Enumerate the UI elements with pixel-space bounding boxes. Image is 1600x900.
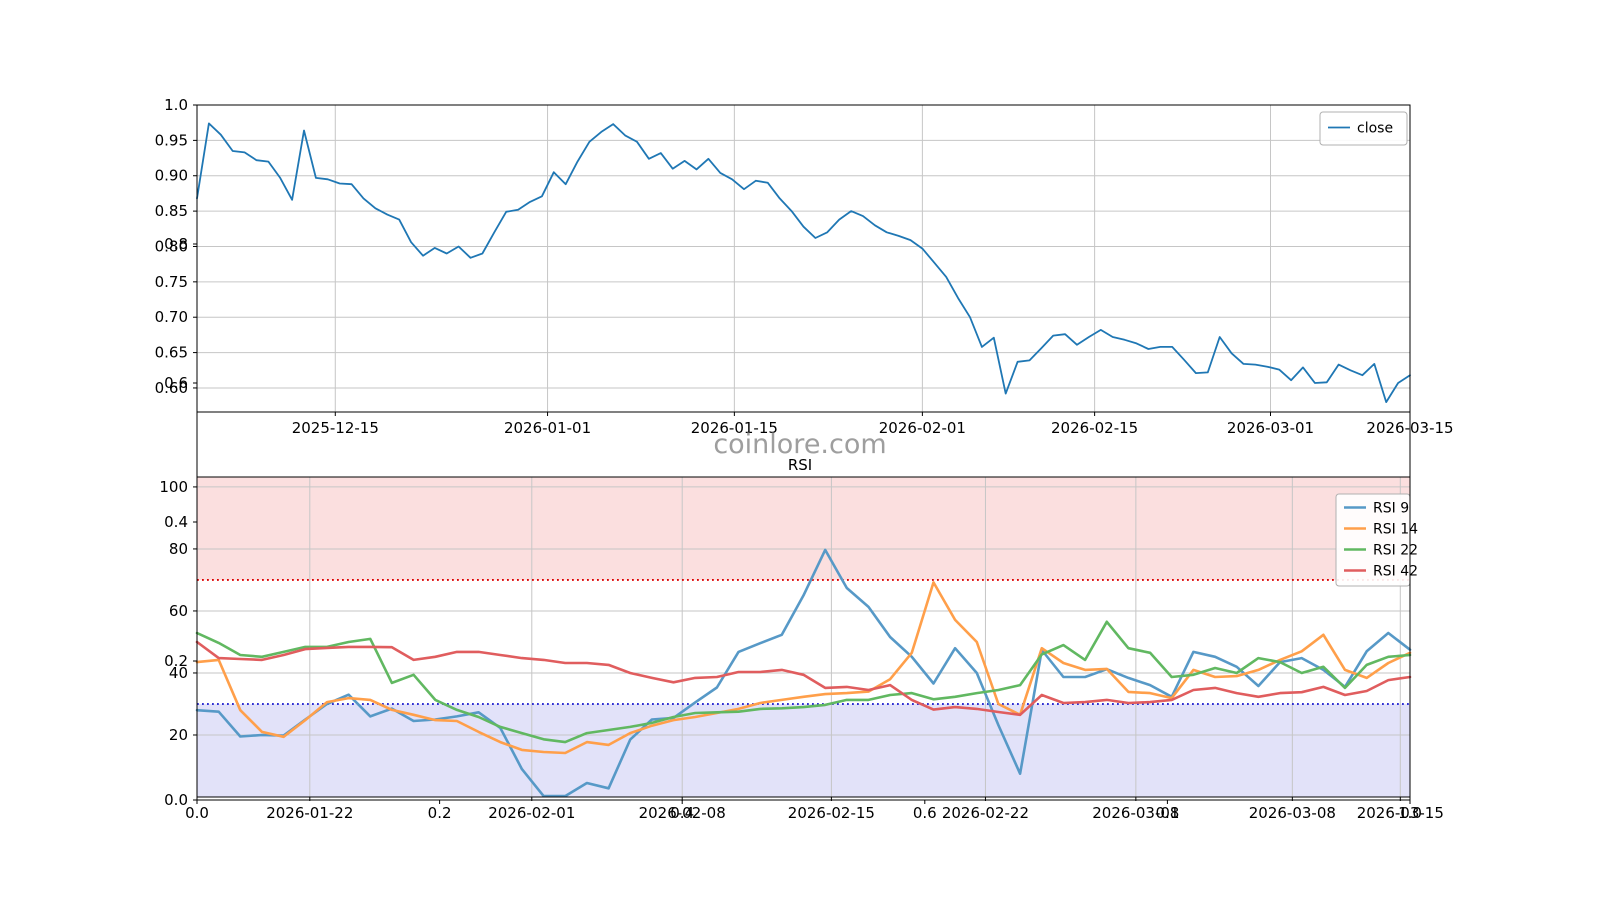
- y-tick-label: 0.70: [155, 308, 188, 326]
- overlay-y-tick-label: 0.0: [164, 791, 188, 809]
- watermark-text: coinlore.com: [713, 429, 886, 460]
- y-tick-label: 60: [169, 602, 188, 620]
- y-tick-label: 0.90: [155, 167, 188, 185]
- overlay-x-tick-label: 0.8: [1155, 804, 1179, 822]
- rsi-14-line: [195, 581, 1412, 755]
- legend-entry-label: RSI 22: [1373, 543, 1418, 559]
- rsi-chart-title: RSI: [788, 456, 812, 474]
- overlay-y-tick-label: 0.2: [164, 652, 188, 670]
- overlay-x-tick-label: 0.0: [185, 804, 209, 822]
- legend-entry-label: RSI 9: [1373, 501, 1409, 517]
- legend: close: [1319, 111, 1408, 146]
- x-tick-label: 2026-01-01: [504, 419, 591, 437]
- x-tick-label: 2026-02-01: [879, 419, 966, 437]
- overbought-band: [197, 477, 1410, 580]
- overlay-y-tick-label: 1.0: [164, 96, 188, 114]
- y-tick-label: 0.75: [155, 273, 188, 291]
- overlay-y-tick-label: 0.4: [164, 513, 188, 531]
- y-tick-label: 80: [169, 540, 188, 558]
- x-tick-label: 2025-12-15: [292, 419, 379, 437]
- rsi-chart: 2026-01-22 2026-02-01 2026-02-08 2026-02-15…: [159, 476, 1444, 822]
- legend-entry-label: RSI 42: [1373, 564, 1418, 580]
- y-tick-label: 0.65: [155, 344, 188, 362]
- overlay-x-tick-label: 1.0: [1398, 804, 1422, 822]
- x-tick-label: 2026-02-22: [942, 804, 1029, 822]
- price-chart: 2025-12-15 2026-01-01 2026-01-15 2026-02-01…: [155, 104, 1454, 437]
- y-tick-label: 0.60: [155, 379, 188, 397]
- x-tick-label: 2026-03-01: [1227, 419, 1314, 437]
- overlay-y-tick-label: 0.8: [164, 235, 188, 253]
- legend-entry-label: close: [1357, 121, 1393, 137]
- y-tick-label: 40: [169, 664, 188, 682]
- y-tick-label: 0.80: [155, 237, 188, 255]
- y-tick-label: 0.85: [155, 202, 188, 220]
- close-line: [196, 122, 1411, 404]
- y-tick-label: 20: [169, 726, 188, 744]
- x-tick-label: 2026-01-22: [266, 804, 353, 822]
- x-tick-label: 2026-02-15: [788, 804, 875, 822]
- x-tick-label: 2026-02-08: [639, 804, 726, 822]
- y-tick-label: 100: [159, 478, 188, 496]
- x-tick-label: 2026-03-01: [1092, 804, 1179, 822]
- overlay-x-tick-label: 0.2: [428, 804, 452, 822]
- overlay-axes-frame: [196, 104, 1411, 801]
- rsi-22-line: [195, 620, 1412, 744]
- x-tick-label: 2026-03-15: [1357, 804, 1444, 822]
- oversold-band: [197, 703, 1410, 797]
- x-tick-label: 2026-02-01: [488, 804, 575, 822]
- x-tick-label: 2026-02-15: [1051, 419, 1138, 437]
- rsi-42-line: [195, 640, 1412, 717]
- overlay-x-tick-label: 0.6: [913, 804, 937, 822]
- x-tick-label: 2026-01-15: [691, 419, 778, 437]
- y-tick-label: 0.95: [155, 131, 188, 149]
- x-tick-label: 2026-03-08: [1249, 804, 1336, 822]
- overlay-y-tick-label: 0.6: [164, 374, 188, 392]
- legend: RSI 9 RSI 14 RSI 22 RSI 42: [1335, 493, 1418, 587]
- overlay-x-tick-label: 0.4: [670, 804, 694, 822]
- legend-entry-label: RSI 14: [1373, 522, 1418, 538]
- legend-box: [1319, 111, 1408, 146]
